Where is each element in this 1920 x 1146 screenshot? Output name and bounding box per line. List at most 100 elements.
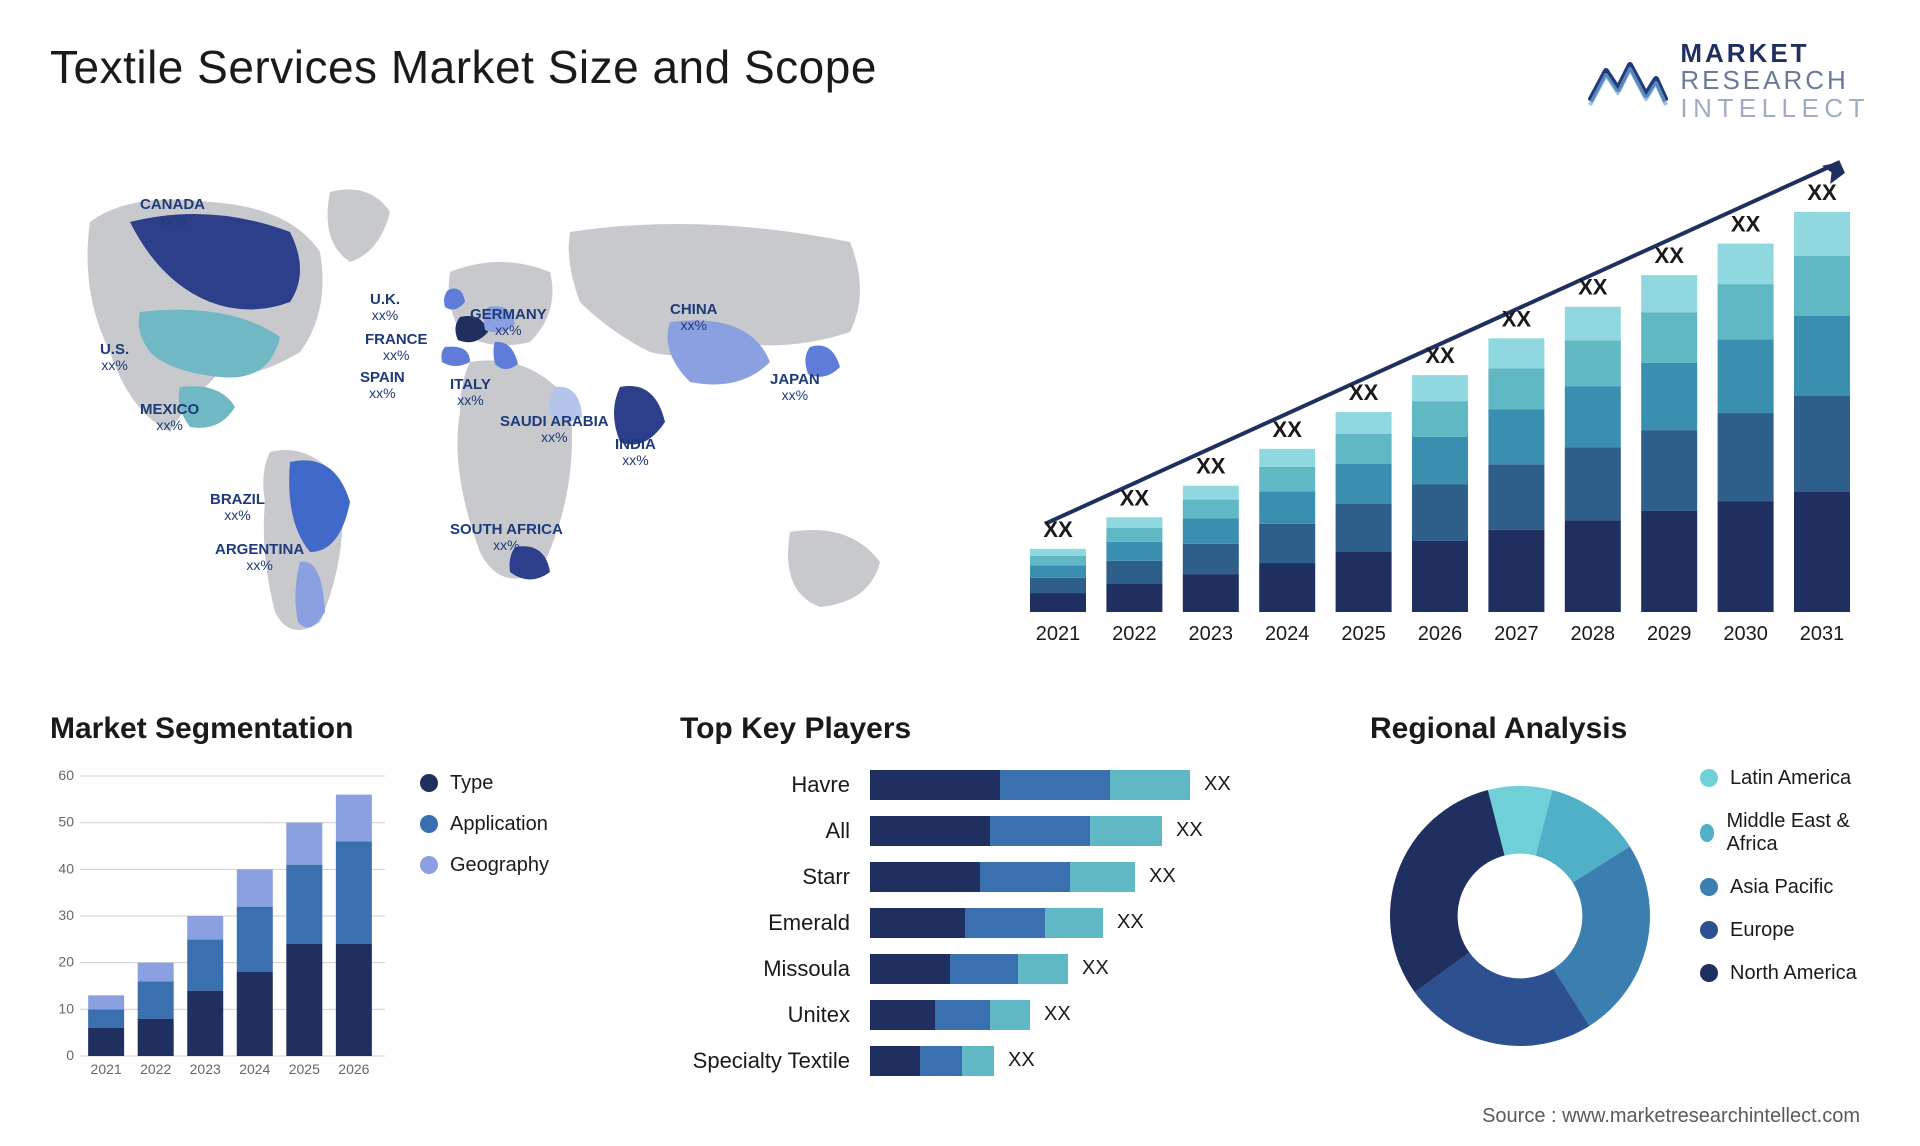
player-value: XX xyxy=(1008,1049,1035,1072)
player-bar-segment xyxy=(1070,862,1135,892)
brand-logo: MARKET RESEARCH INTELLECT xyxy=(1588,40,1870,122)
legend-item: Europe xyxy=(1700,919,1870,942)
source-attribution: Source : www.marketresearchintellect.com xyxy=(1482,1105,1860,1128)
map-label: JAPANxx% xyxy=(770,372,820,404)
legend-dot-icon xyxy=(1700,964,1718,982)
player-bar xyxy=(870,816,1162,846)
map-label: CHINAxx% xyxy=(670,302,718,334)
player-value: XX xyxy=(1204,773,1231,796)
svg-text:2021: 2021 xyxy=(91,1061,122,1077)
map-label: CANADAxx% xyxy=(140,197,205,229)
legend-dot-icon xyxy=(420,856,438,874)
growth-chart-panel: XX2021XX2022XX2023XX2024XX2025XX2026XX20… xyxy=(1010,152,1870,672)
svg-text:2021: 2021 xyxy=(1036,623,1081,645)
regional-donut xyxy=(1370,766,1670,1066)
player-label: Starr xyxy=(680,862,850,892)
player-value: XX xyxy=(1117,911,1144,934)
segmentation-chart: 0102030405060202120222023202420252026 xyxy=(50,766,390,1091)
svg-text:2023: 2023 xyxy=(1189,623,1234,645)
legend-label: Europe xyxy=(1730,919,1795,942)
svg-text:2026: 2026 xyxy=(338,1061,369,1077)
player-bar-segment xyxy=(980,862,1070,892)
player-label: Specialty Textile xyxy=(680,1046,850,1076)
player-bar-segment xyxy=(870,770,1000,800)
legend-item: Middle East & Africa xyxy=(1700,810,1870,856)
player-label: Missoula xyxy=(680,954,850,984)
logo-text-2: RESEARCH xyxy=(1680,67,1870,94)
svg-text:2026: 2026 xyxy=(1418,623,1463,645)
map-label: MEXICOxx% xyxy=(140,402,199,434)
player-bar-segment xyxy=(870,1046,920,1076)
legend-dot-icon xyxy=(1700,769,1718,787)
svg-text:XX: XX xyxy=(1349,380,1379,405)
svg-text:2028: 2028 xyxy=(1571,623,1616,645)
player-label: Unitex xyxy=(680,1000,850,1030)
player-bar xyxy=(870,1000,1030,1030)
svg-text:2025: 2025 xyxy=(289,1061,320,1077)
svg-text:2031: 2031 xyxy=(1800,623,1845,645)
svg-text:XX: XX xyxy=(1731,211,1761,236)
player-value: XX xyxy=(1149,865,1176,888)
svg-text:60: 60 xyxy=(58,767,74,783)
svg-text:XX: XX xyxy=(1043,517,1073,542)
svg-text:30: 30 xyxy=(58,907,74,923)
svg-text:2025: 2025 xyxy=(1341,623,1386,645)
legend-item: North America xyxy=(1700,962,1870,985)
svg-text:XX: XX xyxy=(1273,417,1303,442)
svg-text:2024: 2024 xyxy=(239,1061,270,1077)
players-bars: XXXXXXXXXXXXXX xyxy=(870,766,1320,1076)
player-bar-segment xyxy=(950,954,1018,984)
svg-text:2029: 2029 xyxy=(1647,623,1692,645)
player-value: XX xyxy=(1082,957,1109,980)
legend-dot-icon xyxy=(420,774,438,792)
player-bar-segment xyxy=(1090,816,1162,846)
player-bar-segment xyxy=(990,816,1090,846)
player-bar-segment xyxy=(870,816,990,846)
player-bar-segment xyxy=(1000,770,1110,800)
svg-text:XX: XX xyxy=(1578,275,1608,300)
legend-label: Type xyxy=(450,772,493,795)
player-bar-segment xyxy=(870,954,950,984)
map-label: ARGENTINAxx% xyxy=(215,542,304,574)
player-bar-segment xyxy=(870,1000,935,1030)
map-label: SOUTH AFRICAxx% xyxy=(450,522,563,554)
player-bar xyxy=(870,862,1135,892)
player-bar xyxy=(870,908,1103,938)
svg-text:20: 20 xyxy=(58,954,74,970)
map-label: GERMANYxx% xyxy=(470,307,547,339)
player-bar-row: XX xyxy=(870,908,1320,938)
legend-label: Asia Pacific xyxy=(1730,876,1833,899)
legend-label: North America xyxy=(1730,962,1857,985)
player-label: Emerald xyxy=(680,908,850,938)
legend-item: Application xyxy=(420,813,549,836)
segmentation-legend: Type Application Geography xyxy=(420,712,549,1132)
player-bar-row: XX xyxy=(870,816,1320,846)
map-label: BRAZILxx% xyxy=(210,492,265,524)
player-bar-segment xyxy=(965,908,1045,938)
world-map-panel: CANADAxx%U.S.xx%MEXICOxx%BRAZILxx%ARGENT… xyxy=(50,152,950,672)
svg-text:10: 10 xyxy=(58,1000,74,1016)
map-label: INDIAxx% xyxy=(615,437,656,469)
svg-text:0: 0 xyxy=(66,1047,74,1063)
legend-item: Geography xyxy=(420,854,549,877)
players-labels: HavreAllStarrEmeraldMissoulaUnitexSpecia… xyxy=(680,766,850,1076)
player-bar-row: XX xyxy=(870,862,1320,892)
svg-text:XX: XX xyxy=(1120,485,1150,510)
segmentation-title: Market Segmentation xyxy=(50,712,390,746)
player-bar-segment xyxy=(1110,770,1190,800)
player-bar-segment xyxy=(962,1046,994,1076)
player-bar-row: XX xyxy=(870,1000,1320,1030)
svg-text:2027: 2027 xyxy=(1494,623,1539,645)
map-label: SPAINxx% xyxy=(360,370,405,402)
regional-legend: Latin AmericaMiddle East & AfricaAsia Pa… xyxy=(1700,712,1870,1132)
player-bar-row: XX xyxy=(870,770,1320,800)
player-bar-segment xyxy=(920,1046,962,1076)
player-bar-segment xyxy=(870,908,965,938)
map-label: U.K.xx% xyxy=(370,292,400,324)
svg-text:2030: 2030 xyxy=(1723,623,1768,645)
svg-text:40: 40 xyxy=(58,860,74,876)
player-bar-segment xyxy=(870,862,980,892)
player-label: Havre xyxy=(680,770,850,800)
player-bar-segment xyxy=(1045,908,1103,938)
svg-text:50: 50 xyxy=(58,814,74,830)
